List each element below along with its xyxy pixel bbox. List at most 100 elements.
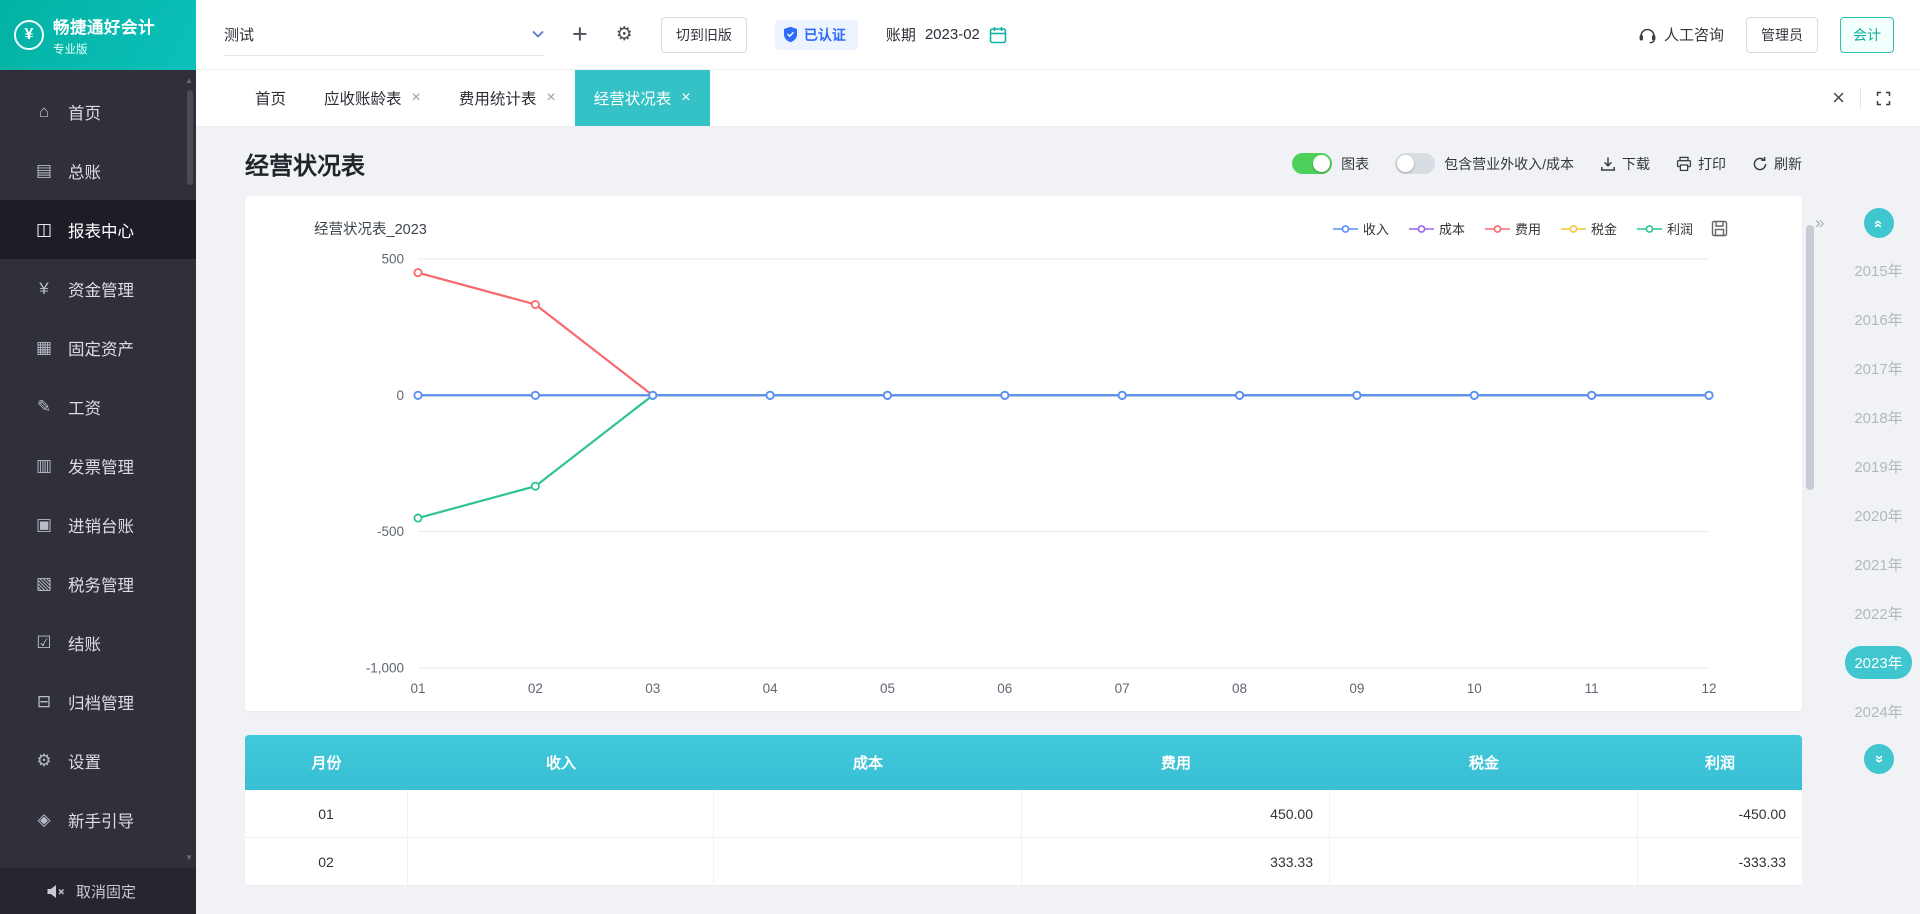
collapse-year-panel-icon[interactable]: » <box>1815 213 1825 232</box>
gear-icon[interactable]: ⚙ <box>615 24 633 45</box>
download-button[interactable]: 下载 <box>1600 154 1650 174</box>
sidebar-item-home[interactable]: ⌂ 首页 <box>0 82 196 141</box>
certified-badge[interactable]: 已认证 <box>774 19 858 50</box>
brand-logo: ¥ 畅捷通好会计 专业版 <box>0 0 196 70</box>
printer-icon <box>1676 156 1692 171</box>
tab-bar: 首页 应收账龄表 × 费用统计表 × 经营状况表 × × <box>196 70 1920 127</box>
sidebar-item-label: 固定资产 <box>68 340 134 359</box>
year-item-2018[interactable]: 2018年 <box>1842 393 1915 442</box>
sidebar-scroll-down-icon[interactable]: ▼ <box>185 853 193 862</box>
sidebar-item-label: 报表中心 <box>68 222 134 241</box>
year-label: 2021年 <box>1854 557 1903 574</box>
legend-item-利润[interactable]: 利润 <box>1636 219 1693 238</box>
headset-icon <box>1639 28 1656 43</box>
year-item-2022[interactable]: 2022年 <box>1842 589 1915 638</box>
brand-edition: 专业版 <box>53 43 88 56</box>
sidebar-item-report-center[interactable]: ◫ 报表中心 <box>0 200 196 259</box>
refresh-icon <box>1753 156 1767 170</box>
brand-currency-icon: ¥ <box>14 20 44 50</box>
sidebar-item-invoice[interactable]: ▥ 发票管理 <box>0 436 196 495</box>
settings-icon: ⚙ <box>36 750 52 770</box>
legend-item-收入[interactable]: 收入 <box>1332 219 1389 238</box>
scrollbar-thumb[interactable] <box>1806 225 1814 490</box>
chevron-down-icon: « <box>1870 755 1887 763</box>
year-item-2015[interactable]: 2015年 <box>1842 246 1915 295</box>
svg-text:03: 03 <box>645 681 660 696</box>
tab-receivable-aging[interactable]: 应收账龄表 × <box>305 70 440 126</box>
tabbar-window-controls: × <box>1817 70 1920 126</box>
year-label: 2020年 <box>1854 508 1903 525</box>
content-scrollbar[interactable] <box>1806 197 1814 777</box>
cell-income <box>408 790 714 837</box>
period-value[interactable]: 2023-02 <box>924 26 980 43</box>
sidebar-item-label: 设置 <box>68 753 101 772</box>
year-item-2016[interactable]: 2016年 <box>1842 295 1915 344</box>
tab-close-icon[interactable]: × <box>411 89 421 106</box>
include-nonoperating-toggle[interactable] <box>1395 153 1436 174</box>
refresh-button[interactable]: 刷新 <box>1752 154 1802 174</box>
close-icon[interactable]: × <box>1832 85 1845 110</box>
year-label: 2022年 <box>1854 606 1903 623</box>
report-center-icon: ◫ <box>35 219 53 239</box>
year-scroll-up-button[interactable]: « <box>1863 208 1894 238</box>
top-bar: 测试 + ⚙ 切到旧版 已认证 账期 2023-02 人工咨询 管理员 <box>196 0 1920 70</box>
sidebar-item-label: 结账 <box>68 635 101 654</box>
tab-label: 经营状况表 <box>593 91 672 108</box>
funds-icon: ¥ <box>39 278 49 298</box>
sidebar-scrollbar[interactable] <box>187 90 193 185</box>
print-button[interactable]: 打印 <box>1676 154 1726 174</box>
maximize-icon[interactable] <box>1861 91 1906 106</box>
legend-marker-icon <box>1484 224 1510 233</box>
switch-old-version-button[interactable]: 切到旧版 <box>660 16 747 53</box>
year-item-2023[interactable]: 2023年 <box>1842 638 1915 687</box>
tab-operating-status[interactable]: 经营状况表 × <box>574 70 710 126</box>
sidebar-item-general-ledger[interactable]: ▤ 总账 <box>0 141 196 200</box>
svg-text:04: 04 <box>763 681 779 696</box>
sidebar-item-clipped[interactable]: ▢ <box>0 849 196 868</box>
sidebar-item-label: 资金管理 <box>68 281 134 300</box>
sidebar-item-closing[interactable]: ☑ 结账 <box>0 613 196 672</box>
sidebar-item-inventory-ledger[interactable]: ▣ 进销台账 <box>0 495 196 554</box>
sidebar-scroll-up-icon[interactable]: ▲ <box>185 76 193 85</box>
year-item-2024[interactable]: 2024年 <box>1842 687 1915 736</box>
year-label: 2023年 <box>1845 646 1912 679</box>
sidebar-item-fixed-assets[interactable]: ▦ 固定资产 <box>0 318 196 377</box>
chart-title: 经营状况表_2023 <box>314 222 427 238</box>
unpin-button[interactable]: 取消固定 <box>0 868 196 914</box>
sidebar-item-beginner-guide[interactable]: ◈ 新手引导 <box>0 790 196 849</box>
tab-close-icon[interactable]: × <box>681 89 691 106</box>
accountant-role-button[interactable]: 会计 <box>1840 16 1894 53</box>
legend-item-费用[interactable]: 费用 <box>1484 219 1541 238</box>
sidebar-item-archive[interactable]: ⊟ 归档管理 <box>0 672 196 731</box>
year-item-2020[interactable]: 2020年 <box>1842 491 1915 540</box>
legend-item-成本[interactable]: 成本 <box>1408 219 1465 238</box>
svg-text:12: 12 <box>1701 681 1716 696</box>
legend-marker-icon <box>1408 224 1434 233</box>
add-button[interactable]: + <box>572 19 588 49</box>
tab-label: 首页 <box>255 91 287 108</box>
home-icon: ⌂ <box>38 101 50 121</box>
year-item-2021[interactable]: 2021年 <box>1842 540 1915 589</box>
sidebar-item-tax[interactable]: ▧ 税务管理 <box>0 554 196 613</box>
year-item-2017[interactable]: 2017年 <box>1842 344 1915 393</box>
save-chart-button[interactable] <box>1711 220 1728 237</box>
calendar-icon[interactable] <box>989 26 1007 44</box>
page-title: 经营状况表 <box>245 153 365 180</box>
svg-text:01: 01 <box>410 681 425 696</box>
account-select[interactable]: 测试 <box>224 24 544 56</box>
line-chart-canvas: 500 0 -500 -1,000 01 02 03 04 05 06 07 08 09 10 11 12 <box>366 252 1717 697</box>
support-button[interactable]: 人工咨询 <box>1638 24 1724 45</box>
legend-item-税金[interactable]: 税金 <box>1560 219 1617 238</box>
cell-cost <box>714 790 1022 837</box>
sidebar-item-payroll[interactable]: ✎ 工资 <box>0 377 196 436</box>
tab-close-icon[interactable]: × <box>546 89 556 106</box>
year-scroll-down-button[interactable]: « <box>1863 744 1894 774</box>
admin-button[interactable]: 管理员 <box>1746 16 1818 53</box>
tab-home[interactable]: 首页 <box>236 70 305 126</box>
sidebar-item-funds[interactable]: ¥ 资金管理 <box>0 259 196 318</box>
chart-toggle[interactable] <box>1292 153 1333 174</box>
tab-expense-stats[interactable]: 费用统计表 × <box>440 70 575 126</box>
sidebar-item-settings[interactable]: ⚙ 设置 <box>0 731 196 790</box>
year-item-2019[interactable]: 2019年 <box>1842 442 1915 491</box>
svg-text:06: 06 <box>997 681 1012 696</box>
